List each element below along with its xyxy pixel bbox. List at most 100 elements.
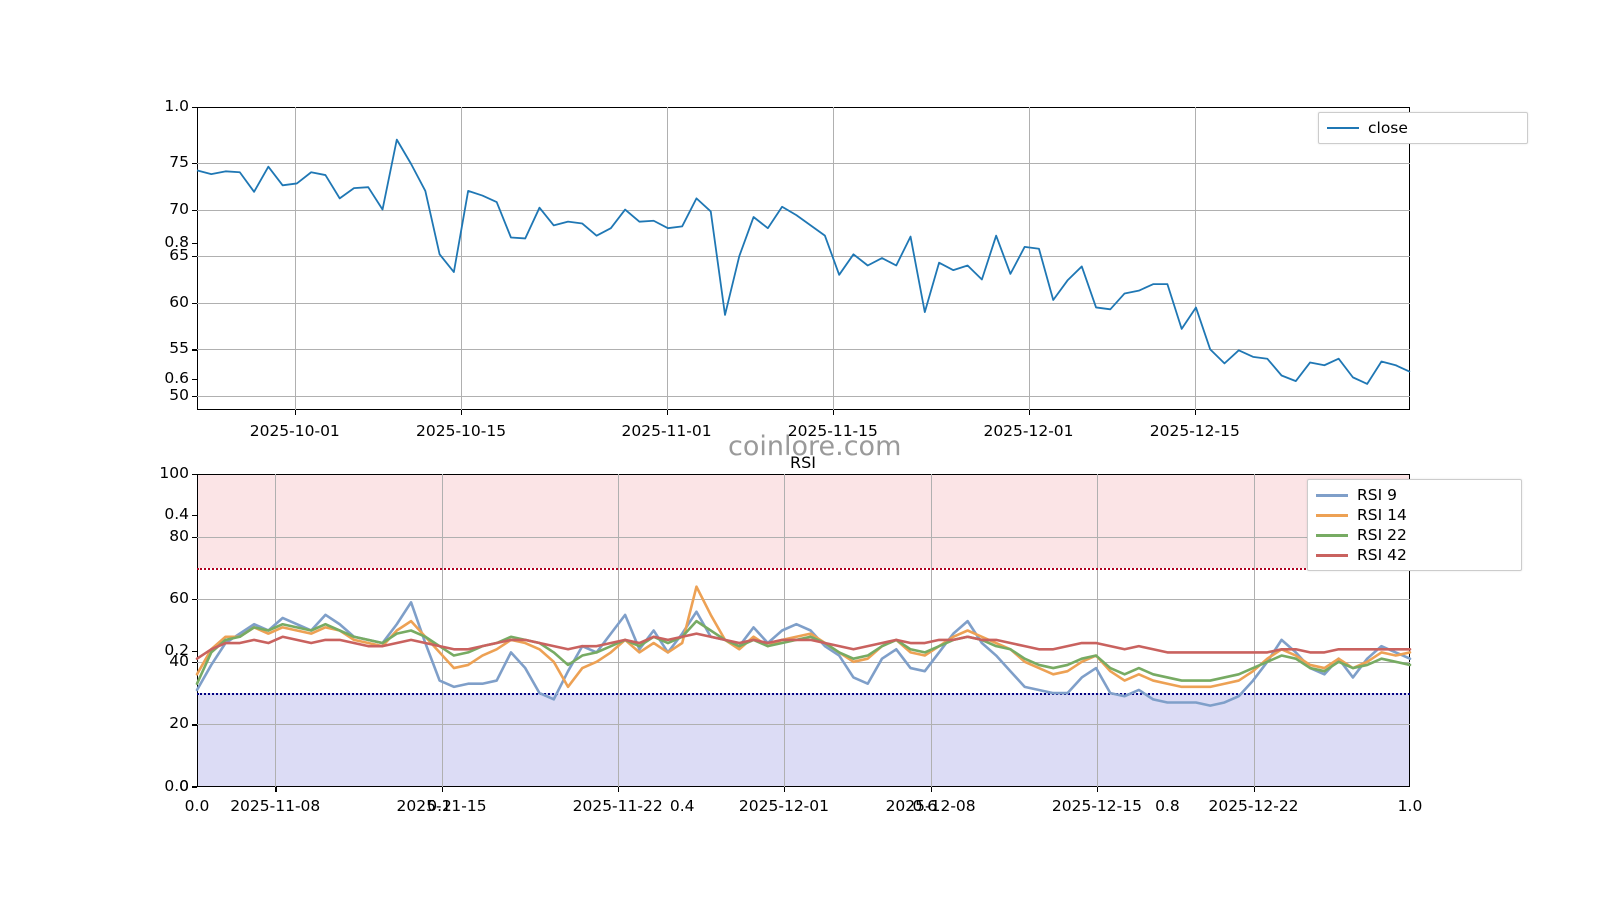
tick-mark (192, 661, 197, 664)
tick-mark (1096, 787, 1099, 792)
legend-label: RSI 9 (1357, 486, 1397, 504)
rsi-line-rsi-14 (195, 585, 1412, 689)
tick-label: 0.8 (1155, 797, 1180, 815)
tick-mark (192, 349, 197, 351)
legend-label: RSI 22 (1357, 526, 1407, 544)
price-legend[interactable]: close (1318, 112, 1528, 144)
tick-label: 60 (169, 292, 189, 311)
tick-label: 2025-11-22 (572, 797, 663, 815)
legend-color-swatch (1316, 533, 1348, 537)
tick-mark (666, 410, 668, 415)
gridline-horizontal (197, 209, 1410, 211)
gridline-vertical (461, 107, 463, 410)
legend-color-swatch (1327, 127, 1359, 129)
rsi-line-rsi-22 (195, 619, 1412, 686)
legend-item[interactable]: RSI 42 (1316, 545, 1513, 565)
oversold-threshold-line (197, 693, 1410, 696)
tick-mark (192, 599, 197, 601)
tick-label: 55 (169, 339, 189, 358)
tick-label: 1.0 (164, 97, 189, 115)
tick-label: 0.0 (184, 797, 210, 815)
gridline-horizontal (197, 536, 1410, 538)
tick-mark (1028, 410, 1030, 415)
band-oversold (197, 693, 1410, 787)
tick-label: 0.2 (164, 641, 189, 659)
tick-label: 2025-12-15 (1149, 422, 1240, 440)
tick-mark (192, 243, 197, 245)
tick-label: 2025-11-01 (621, 422, 712, 440)
gridline-horizontal (197, 661, 1410, 663)
gridline-vertical (666, 107, 668, 410)
tick-label: 0.0 (164, 777, 189, 795)
tick-label: 60 (169, 589, 189, 608)
tick-mark (192, 515, 197, 517)
tick-label: 20 (169, 714, 189, 733)
legend-item[interactable]: RSI 22 (1316, 525, 1513, 545)
gridline-vertical (294, 107, 296, 410)
tick-label: 50 (169, 386, 189, 404)
tick-label: 80 (169, 526, 189, 545)
legend-color-swatch (1316, 553, 1348, 557)
tick-label: 75 (169, 152, 189, 171)
tick-mark (832, 410, 835, 415)
tick-label: 2025-10-15 (416, 422, 507, 440)
tick-mark (192, 651, 197, 653)
tick-label: 0.6 (164, 369, 189, 387)
tick-label: 2025-12-01 (983, 422, 1074, 440)
price-series-plot (196, 138, 1411, 385)
tick-mark (192, 786, 197, 788)
gridline-horizontal (197, 724, 1410, 726)
legend-item[interactable]: RSI 14 (1316, 505, 1513, 525)
tick-label: 100 (159, 464, 189, 482)
tick-label: 2025-11-08 (230, 797, 321, 815)
tick-mark (617, 787, 619, 792)
tick-mark (192, 256, 197, 258)
tick-label: 2025-11-15 (787, 422, 878, 440)
tick-mark (930, 787, 932, 792)
gridline-vertical (441, 474, 443, 787)
price-axes-frame (197, 107, 1410, 410)
tick-mark (192, 724, 197, 726)
gridline-vertical (930, 474, 932, 787)
rsi-panel-title: RSI (790, 453, 816, 472)
tick-mark (192, 107, 197, 109)
tick-label: 2025-12-22 (1208, 797, 1299, 815)
rsi-line-rsi-9 (195, 601, 1412, 707)
tick-mark (192, 162, 197, 165)
tick-mark (192, 474, 197, 476)
tick-label: 0.4 (669, 797, 695, 815)
gridline-horizontal (197, 599, 1410, 601)
tick-label: 70 (169, 199, 189, 218)
close-price-line (196, 138, 1411, 385)
tick-mark (192, 787, 197, 789)
gridline-vertical (1028, 107, 1030, 410)
tick-mark (192, 379, 197, 381)
legend-item[interactable]: close (1327, 118, 1519, 138)
tick-mark (192, 396, 197, 398)
legend-label: RSI 42 (1357, 546, 1407, 564)
tick-mark (192, 302, 197, 305)
rsi-legend[interactable]: RSI 9 RSI 14 RSI 22 RSI 42 (1307, 479, 1522, 571)
legend-color-swatch (1316, 493, 1348, 497)
rsi-axes-frame (197, 474, 1410, 787)
tick-mark (294, 410, 297, 415)
tick-label: 1.0 (1397, 797, 1423, 815)
gridline-horizontal (197, 349, 1410, 351)
rsi-chart-panel: RSI 9 RSI 14 RSI 22 RSI 42 (192, 474, 1522, 792)
gridline-horizontal (197, 302, 1410, 304)
price-chart-panel: close (192, 107, 1528, 415)
gridline-vertical (1194, 107, 1196, 410)
gridline-horizontal (197, 396, 1410, 397)
tick-label: 0.6 (912, 797, 938, 815)
tick-label: 0.8 (164, 233, 189, 251)
tick-mark (192, 536, 197, 538)
rsi-series-plot (195, 585, 1412, 707)
tick-mark (1194, 410, 1197, 415)
legend-item[interactable]: RSI 9 (1316, 485, 1513, 505)
gridline-vertical (1253, 474, 1255, 787)
tick-label: 0.4 (164, 505, 189, 523)
tick-label: 0.2 (427, 797, 452, 815)
legend-label: RSI 14 (1357, 506, 1407, 524)
tick-label: 65 (169, 246, 189, 265)
